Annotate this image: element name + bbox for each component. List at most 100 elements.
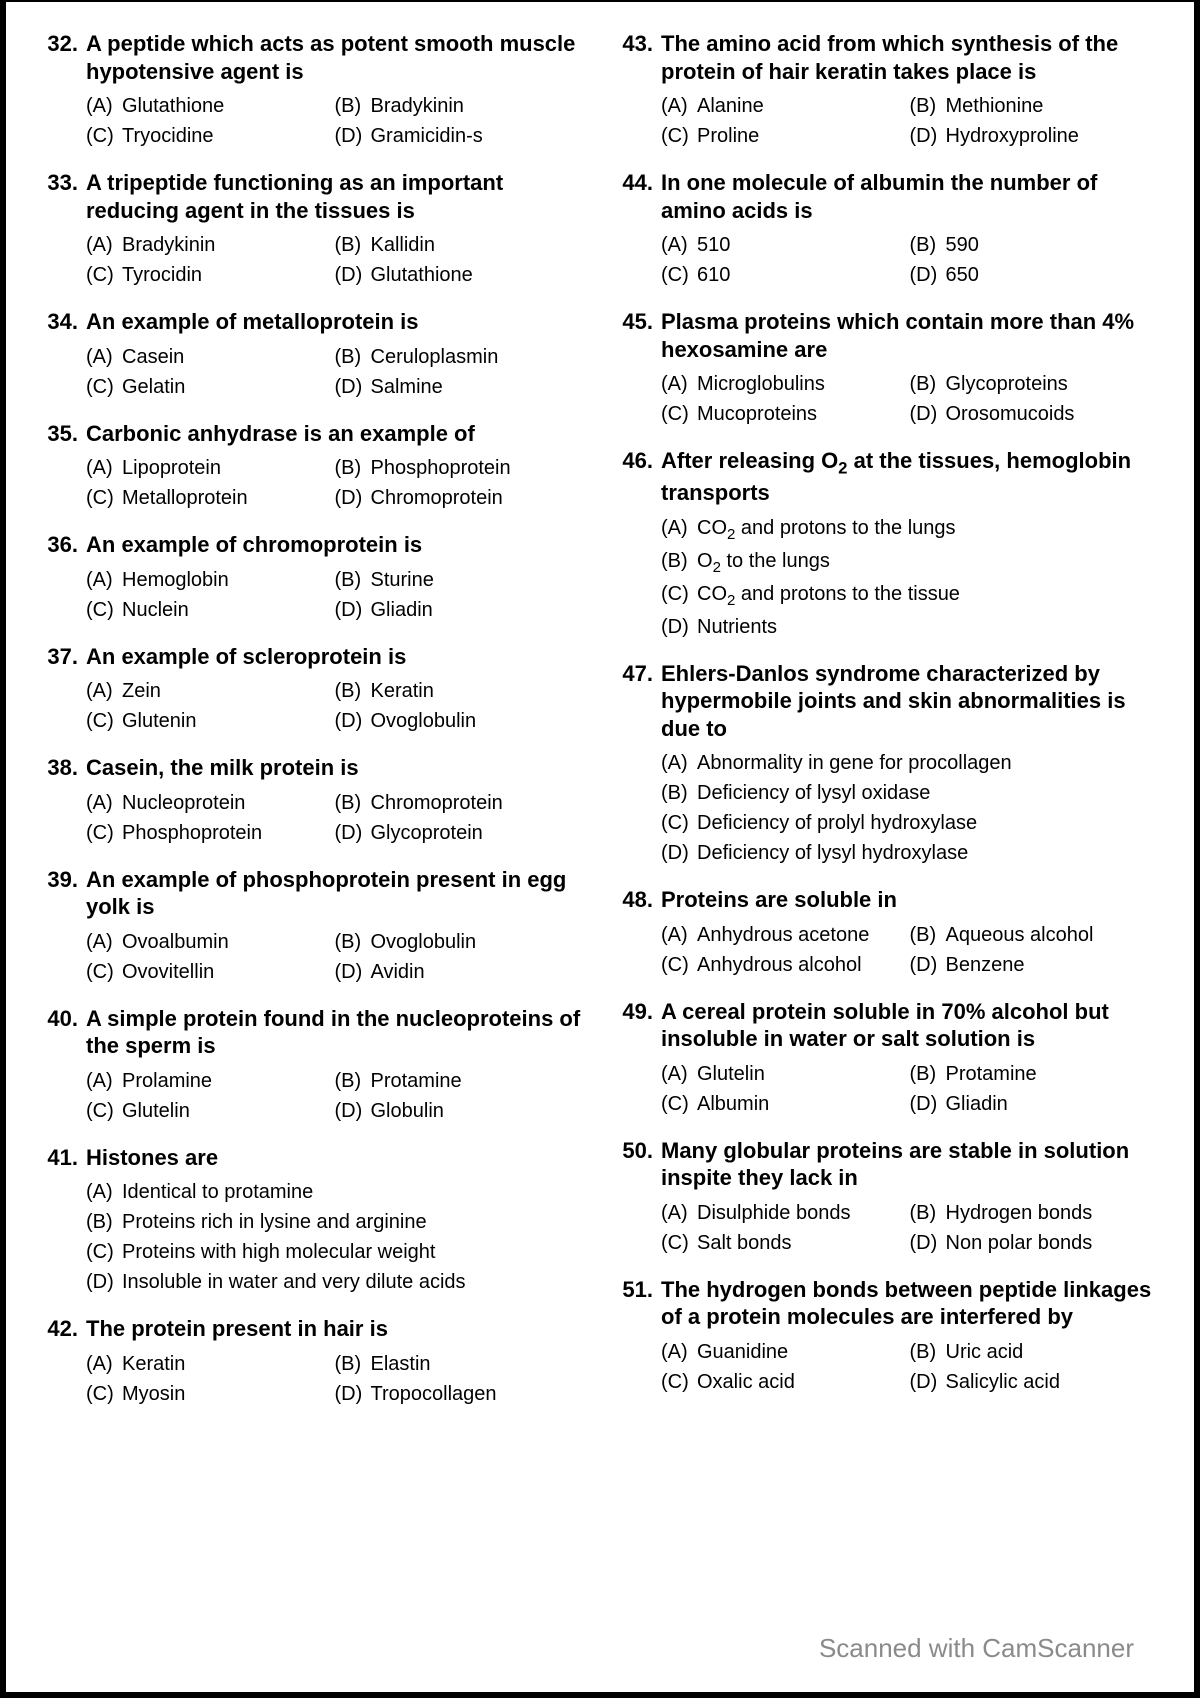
option[interactable]: (D)Nutrients <box>661 612 1158 642</box>
option[interactable]: (C)Phosphoprotein <box>86 818 335 848</box>
option[interactable]: (B)Kallidin <box>335 230 584 260</box>
option[interactable]: (D)Benzene <box>910 950 1159 980</box>
option[interactable]: (B)Deficiency of lysyl oxidase <box>661 778 1158 808</box>
option-row: (C)Proteins with high molecular weight <box>86 1237 583 1267</box>
option[interactable]: (A)CO2 and protons to the lungs <box>661 513 1158 546</box>
option[interactable]: (C)Tyrocidin <box>86 260 335 290</box>
option[interactable]: (C)Oxalic acid <box>661 1367 910 1397</box>
option[interactable]: (C)Salt bonds <box>661 1228 910 1258</box>
option-text: Hemoglobin <box>122 566 335 594</box>
option[interactable]: (D)650 <box>910 260 1159 290</box>
option[interactable]: (A)Keratin <box>86 1349 335 1379</box>
question-text: Casein, the milk protein is <box>86 754 583 782</box>
option[interactable]: (C)Proline <box>661 121 910 151</box>
option[interactable]: (C)Metalloprotein <box>86 483 335 513</box>
option[interactable]: (A)Glutelin <box>661 1059 910 1089</box>
option[interactable]: (A)Identical to protamine <box>86 1177 583 1207</box>
option[interactable]: (B)Proteins rich in lysine and arginine <box>86 1207 583 1237</box>
option[interactable]: (B)Hydrogen bonds <box>910 1198 1159 1228</box>
option[interactable]: (C)Proteins with high molecular weight <box>86 1237 583 1267</box>
option[interactable]: (B)Ceruloplasmin <box>335 342 584 372</box>
option[interactable]: (B)Protamine <box>910 1059 1159 1089</box>
option[interactable]: (B)Bradykinin <box>335 91 584 121</box>
option[interactable]: (C)Mucoproteins <box>661 399 910 429</box>
option[interactable]: (B)Chromoprotein <box>335 788 584 818</box>
option[interactable]: (A)Anhydrous acetone <box>661 920 910 950</box>
option[interactable]: (C)Nuclein <box>86 595 335 625</box>
option[interactable]: (D)Deficiency of lysyl hydroxylase <box>661 838 1158 868</box>
option-row: (C)610(D)650 <box>661 260 1158 290</box>
question-text: Histones are <box>86 1144 583 1172</box>
option[interactable]: (D)Glutathione <box>335 260 584 290</box>
option[interactable]: (B)Glycoproteins <box>910 369 1159 399</box>
option[interactable]: (C)Glutenin <box>86 706 335 736</box>
option[interactable]: (A)Abnormality in gene for procollagen <box>661 748 1158 778</box>
option[interactable]: (C)Albumin <box>661 1089 910 1119</box>
option[interactable]: (C)Deficiency of prolyl hydroxylase <box>661 808 1158 838</box>
option[interactable]: (B)Methionine <box>910 91 1159 121</box>
option[interactable]: (C)Ovovitellin <box>86 957 335 987</box>
option-text: 610 <box>697 261 910 289</box>
option[interactable]: (C)Glutelin <box>86 1096 335 1126</box>
option[interactable]: (B)590 <box>910 230 1159 260</box>
option-letter: (C) <box>86 484 122 512</box>
option[interactable]: (B)Keratin <box>335 676 584 706</box>
option[interactable]: (B)O2 to the lungs <box>661 546 1158 579</box>
option[interactable]: (A)Hemoglobin <box>86 565 335 595</box>
option[interactable]: (B)Ovoglobulin <box>335 927 584 957</box>
option[interactable]: (D)Tropocollagen <box>335 1379 584 1409</box>
option[interactable]: (A)Guanidine <box>661 1337 910 1367</box>
option-text: Aqueous alcohol <box>946 921 1159 949</box>
option-text: CO2 and protons to the tissue <box>697 580 1158 611</box>
option[interactable]: (A)Bradykinin <box>86 230 335 260</box>
option[interactable]: (A)Nucleoprotein <box>86 788 335 818</box>
option[interactable]: (A)Alanine <box>661 91 910 121</box>
option[interactable]: (A)Lipoprotein <box>86 453 335 483</box>
option[interactable]: (A)Disulphide bonds <box>661 1198 910 1228</box>
option[interactable]: (D)Orosomucoids <box>910 399 1159 429</box>
option[interactable]: (C)Tryocidine <box>86 121 335 151</box>
option-text: Microglobulins <box>697 370 910 398</box>
option[interactable]: (D)Gliadin <box>335 595 584 625</box>
option[interactable]: (D)Gramicidin-s <box>335 121 584 151</box>
option[interactable]: (D)Globulin <box>335 1096 584 1126</box>
option[interactable]: (A)Prolamine <box>86 1066 335 1096</box>
option[interactable]: (C)610 <box>661 260 910 290</box>
option[interactable]: (A)510 <box>661 230 910 260</box>
option[interactable]: (D)Insoluble in water and very dilute ac… <box>86 1267 583 1297</box>
question-head: 36.An example of chromoprotein is <box>42 531 583 559</box>
option[interactable]: (A)Casein <box>86 342 335 372</box>
option[interactable]: (C)Gelatin <box>86 372 335 402</box>
question-text: A tripeptide functioning as an important… <box>86 169 583 224</box>
option[interactable]: (A)Zein <box>86 676 335 706</box>
option-text: Salt bonds <box>697 1229 910 1257</box>
option-letter: (D) <box>910 1090 946 1118</box>
option[interactable]: (B)Aqueous alcohol <box>910 920 1159 950</box>
option[interactable]: (A)Microglobulins <box>661 369 910 399</box>
option[interactable]: (B)Uric acid <box>910 1337 1159 1367</box>
option[interactable]: (A)Ovoalbumin <box>86 927 335 957</box>
option[interactable]: (D)Gliadin <box>910 1089 1159 1119</box>
option[interactable]: (B)Phosphoprotein <box>335 453 584 483</box>
option-text: Glutathione <box>122 92 335 120</box>
option[interactable]: (D)Salicylic acid <box>910 1367 1159 1397</box>
option[interactable]: (D)Chromoprotein <box>335 483 584 513</box>
option[interactable]: (D)Hydroxyproline <box>910 121 1159 151</box>
question-number: 46. <box>617 447 661 475</box>
options: (A)Lipoprotein(B)Phosphoprotein(C)Metall… <box>42 453 583 513</box>
option[interactable]: (D)Avidin <box>335 957 584 987</box>
option[interactable]: (B)Protamine <box>335 1066 584 1096</box>
option[interactable]: (B)Elastin <box>335 1349 584 1379</box>
option-text: Gramicidin-s <box>371 122 584 150</box>
question-text: An example of metalloprotein is <box>86 308 583 336</box>
option[interactable]: (A)Glutathione <box>86 91 335 121</box>
option[interactable]: (D)Glycoprotein <box>335 818 584 848</box>
option[interactable]: (D)Ovoglobulin <box>335 706 584 736</box>
option[interactable]: (C)Myosin <box>86 1379 335 1409</box>
option[interactable]: (C)Anhydrous alcohol <box>661 950 910 980</box>
question-text: An example of chromoprotein is <box>86 531 583 559</box>
option[interactable]: (D)Salmine <box>335 372 584 402</box>
option[interactable]: (D)Non polar bonds <box>910 1228 1159 1258</box>
option[interactable]: (C)CO2 and protons to the tissue <box>661 579 1158 612</box>
option[interactable]: (B)Sturine <box>335 565 584 595</box>
